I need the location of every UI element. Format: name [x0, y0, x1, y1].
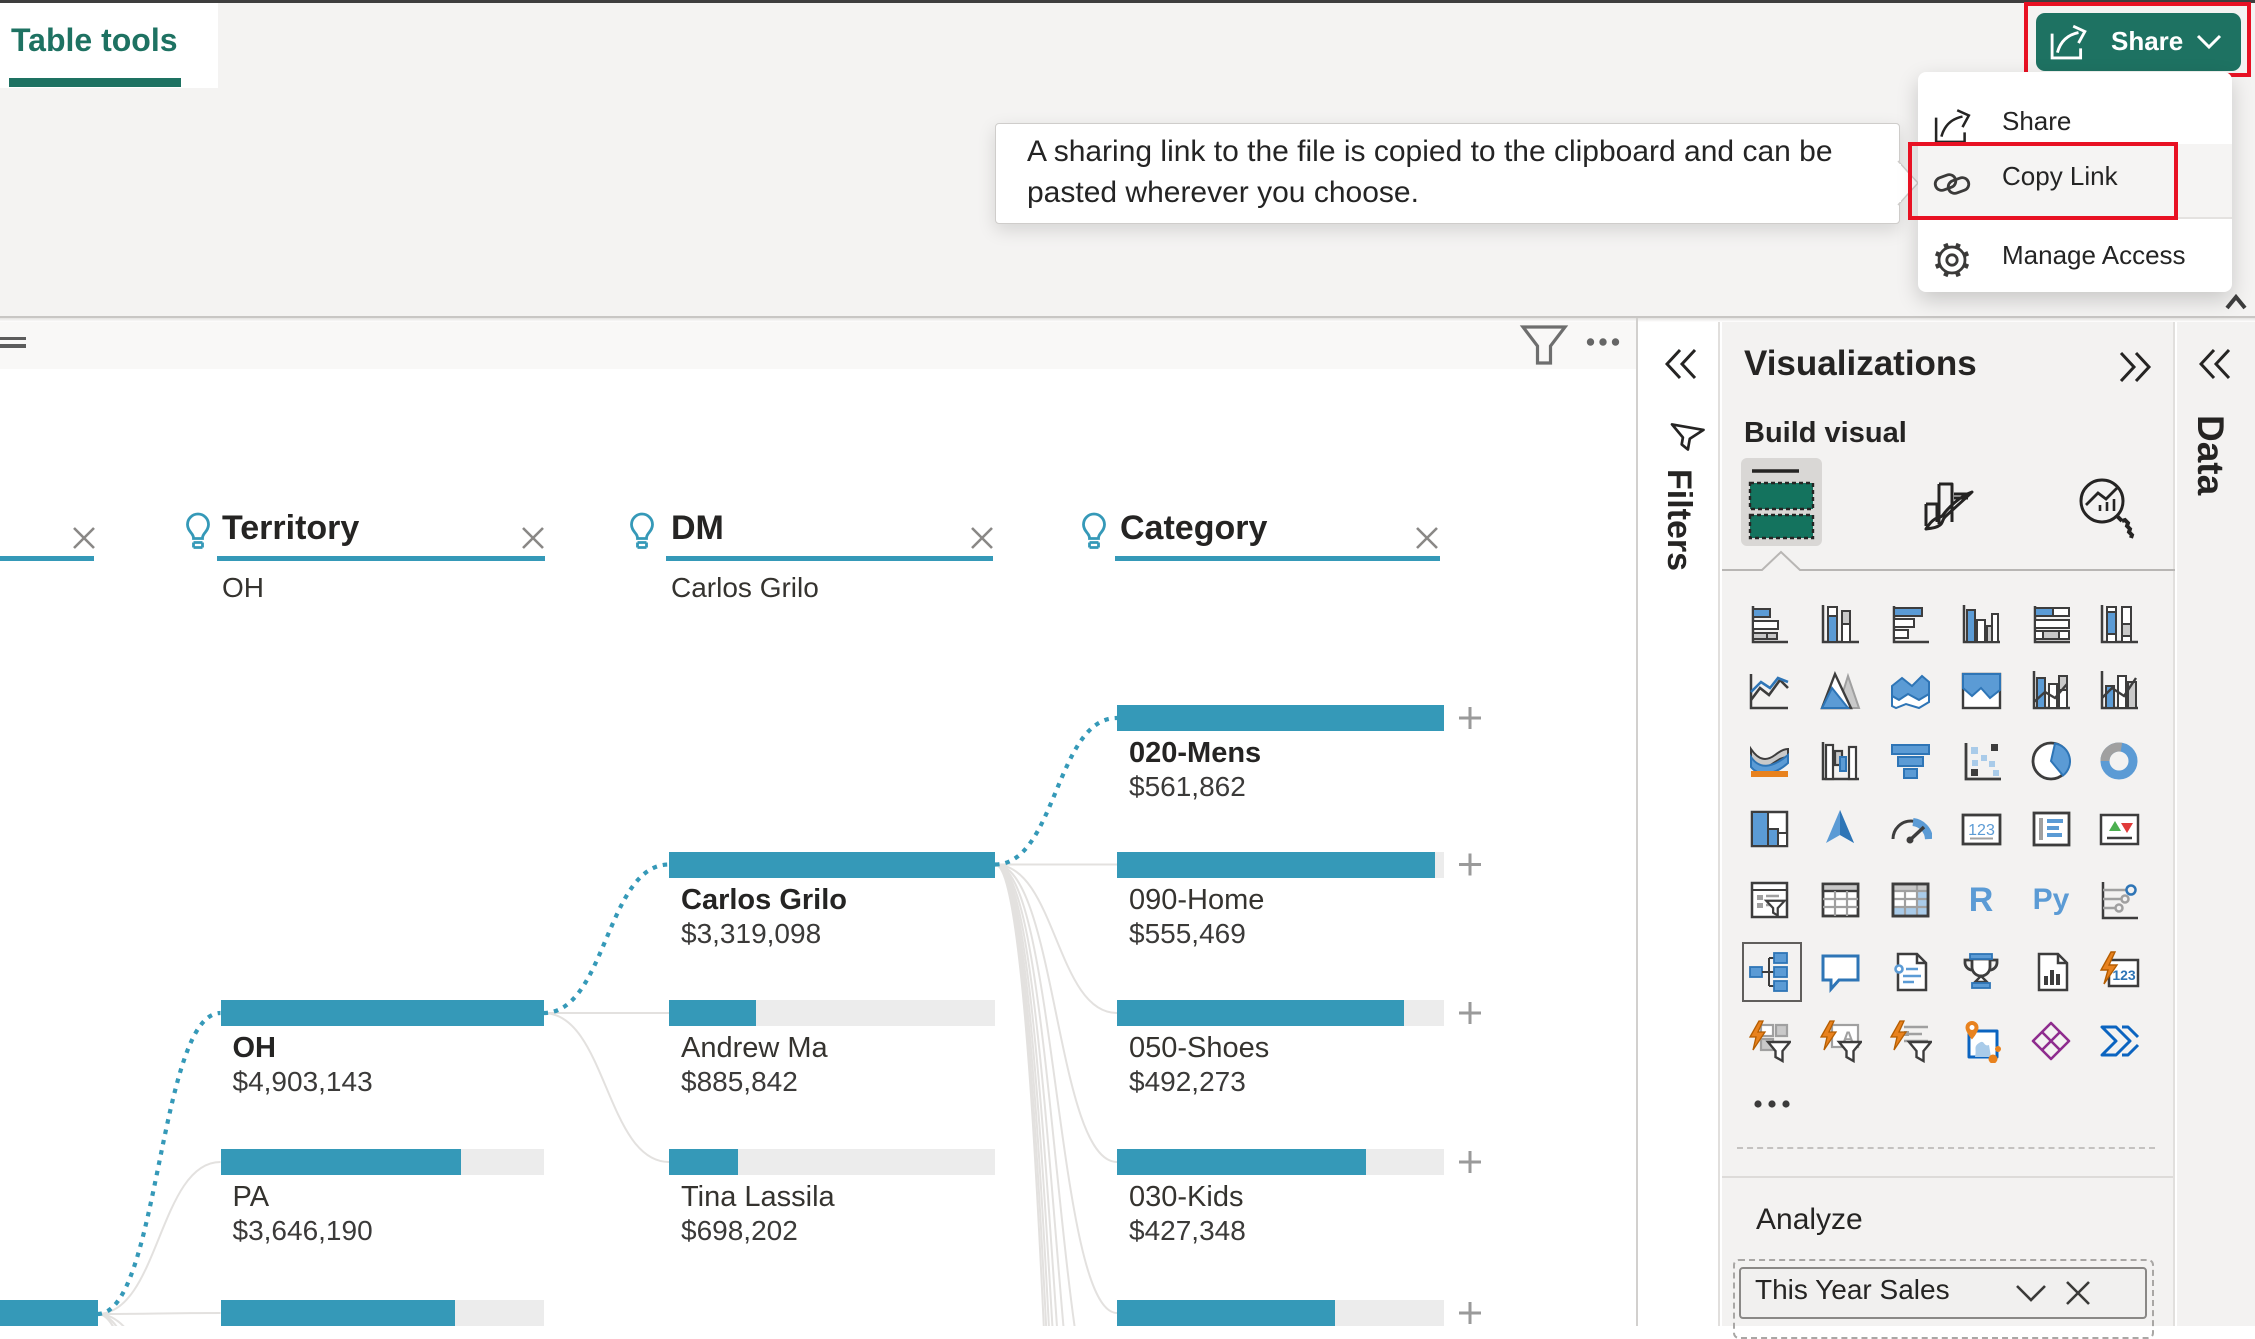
- svg-text:123: 123: [1968, 822, 1995, 839]
- svg-text:Py: Py: [2033, 883, 2070, 916]
- svg-text:123: 123: [2112, 967, 2136, 983]
- svg-text:R: R: [1969, 881, 1994, 919]
